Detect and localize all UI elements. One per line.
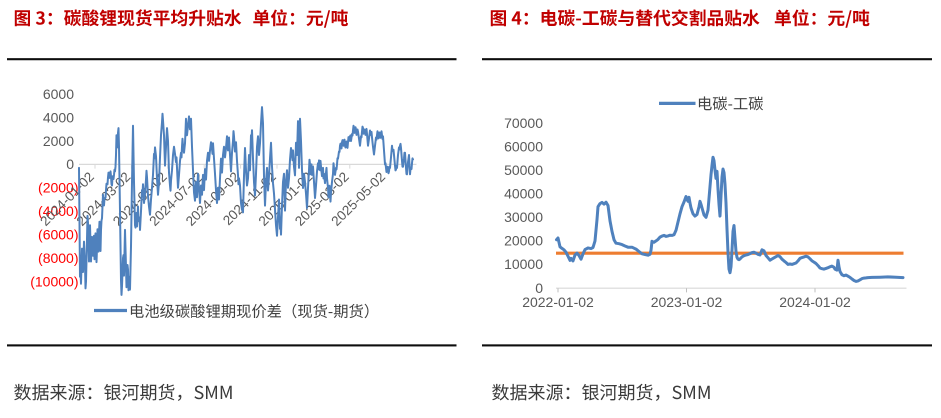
svg-text:50000: 50000 — [504, 162, 543, 178]
svg-text:2000: 2000 — [43, 133, 74, 149]
svg-text:2024-01-02: 2024-01-02 — [779, 294, 851, 310]
svg-text:2023-01-02: 2023-01-02 — [651, 294, 723, 310]
svg-text:4000: 4000 — [43, 109, 74, 125]
svg-text:40000: 40000 — [504, 186, 543, 202]
svg-text:6000: 6000 — [43, 86, 74, 102]
svg-text:(2000): (2000) — [38, 180, 78, 196]
svg-text:(10000): (10000) — [30, 273, 78, 289]
svg-text:0: 0 — [535, 280, 543, 296]
svg-text:20000: 20000 — [504, 233, 543, 249]
svg-text:70000: 70000 — [504, 115, 543, 131]
svg-text:0: 0 — [66, 156, 74, 172]
svg-text:2022-01-02: 2022-01-02 — [522, 294, 594, 310]
svg-text:10000: 10000 — [504, 256, 543, 272]
svg-text:(4000): (4000) — [38, 203, 78, 219]
svg-text:30000: 30000 — [504, 209, 543, 225]
svg-text:(8000): (8000) — [38, 250, 78, 266]
svg-text:(6000): (6000) — [38, 227, 78, 243]
svg-text:60000: 60000 — [504, 138, 543, 154]
